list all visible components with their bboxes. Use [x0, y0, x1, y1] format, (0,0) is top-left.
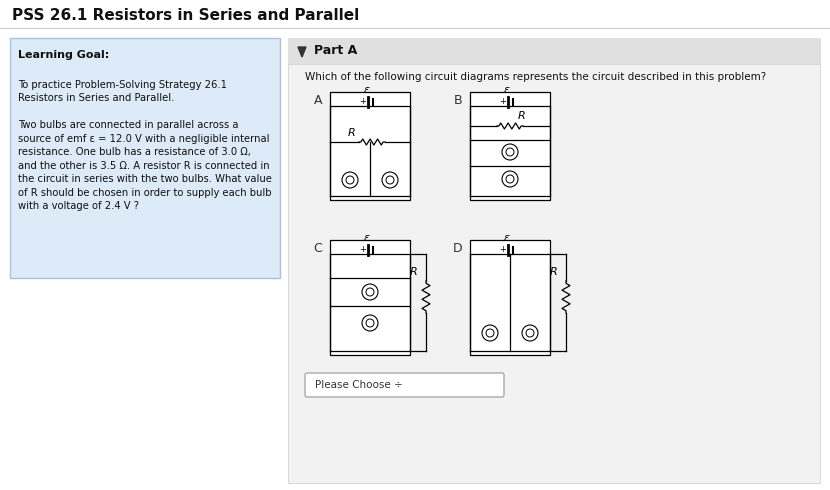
FancyBboxPatch shape — [288, 38, 820, 483]
Text: $\varepsilon$: $\varepsilon$ — [503, 85, 510, 95]
Text: $\varepsilon$: $\varepsilon$ — [364, 85, 371, 95]
Bar — [330, 240, 410, 355]
Text: Resistors in Series and Parallel.: Resistors in Series and Parallel. — [18, 93, 174, 103]
Circle shape — [506, 148, 514, 156]
Text: B: B — [454, 94, 462, 107]
Text: and the other is 3.5 Ω. A resistor R is connected in: and the other is 3.5 Ω. A resistor R is … — [18, 161, 270, 171]
Text: source of emf ε = 12.0 V with a negligible internal: source of emf ε = 12.0 V with a negligib… — [18, 133, 270, 144]
Text: C: C — [314, 242, 322, 255]
Circle shape — [482, 325, 498, 341]
Text: the circuit in series with the two bulbs. What value: the circuit in series with the two bulbs… — [18, 174, 272, 184]
Text: D: D — [453, 242, 463, 255]
Circle shape — [366, 288, 374, 296]
Text: resistance. One bulb has a resistance of 3.0 Ω,: resistance. One bulb has a resistance of… — [18, 147, 251, 157]
Circle shape — [506, 175, 514, 183]
Bar — [330, 92, 410, 200]
Text: R: R — [410, 267, 417, 277]
Text: +: + — [359, 245, 366, 253]
Text: Please Choose ÷: Please Choose ÷ — [315, 380, 403, 390]
Circle shape — [342, 172, 358, 188]
Text: Part A: Part A — [314, 45, 357, 57]
Text: R: R — [550, 267, 558, 277]
Text: +: + — [500, 245, 506, 253]
Text: +: + — [359, 97, 366, 105]
Circle shape — [386, 176, 394, 184]
Circle shape — [526, 329, 534, 337]
Polygon shape — [298, 47, 306, 57]
FancyBboxPatch shape — [288, 38, 820, 64]
Text: of R should be chosen in order to supply each bulb: of R should be chosen in order to supply… — [18, 188, 271, 197]
Text: Two bulbs are connected in parallel across a: Two bulbs are connected in parallel acro… — [18, 120, 238, 130]
Text: +: + — [500, 97, 506, 105]
FancyBboxPatch shape — [10, 38, 280, 278]
Text: Learning Goal:: Learning Goal: — [18, 50, 110, 60]
Text: with a voltage of 2.4 V ?: with a voltage of 2.4 V ? — [18, 201, 139, 211]
Text: PSS 26.1 Resistors in Series and Parallel: PSS 26.1 Resistors in Series and Paralle… — [12, 7, 359, 23]
Circle shape — [486, 329, 494, 337]
Text: $\varepsilon$: $\varepsilon$ — [364, 233, 371, 243]
Circle shape — [346, 176, 354, 184]
Text: R: R — [348, 128, 356, 138]
Circle shape — [522, 325, 538, 341]
Bar — [470, 92, 550, 200]
Circle shape — [362, 315, 378, 331]
Text: $\varepsilon$: $\varepsilon$ — [503, 233, 510, 243]
Circle shape — [502, 171, 518, 187]
Text: To practice Problem-Solving Strategy 26.1: To practice Problem-Solving Strategy 26.… — [18, 79, 227, 90]
Circle shape — [362, 284, 378, 300]
Circle shape — [382, 172, 398, 188]
Circle shape — [366, 319, 374, 327]
Text: A: A — [314, 94, 322, 107]
Text: Which of the following circuit diagrams represents the circuit described in this: Which of the following circuit diagrams … — [305, 72, 766, 82]
Text: R: R — [518, 111, 526, 121]
FancyBboxPatch shape — [305, 373, 504, 397]
Circle shape — [502, 144, 518, 160]
Bar — [470, 240, 550, 355]
